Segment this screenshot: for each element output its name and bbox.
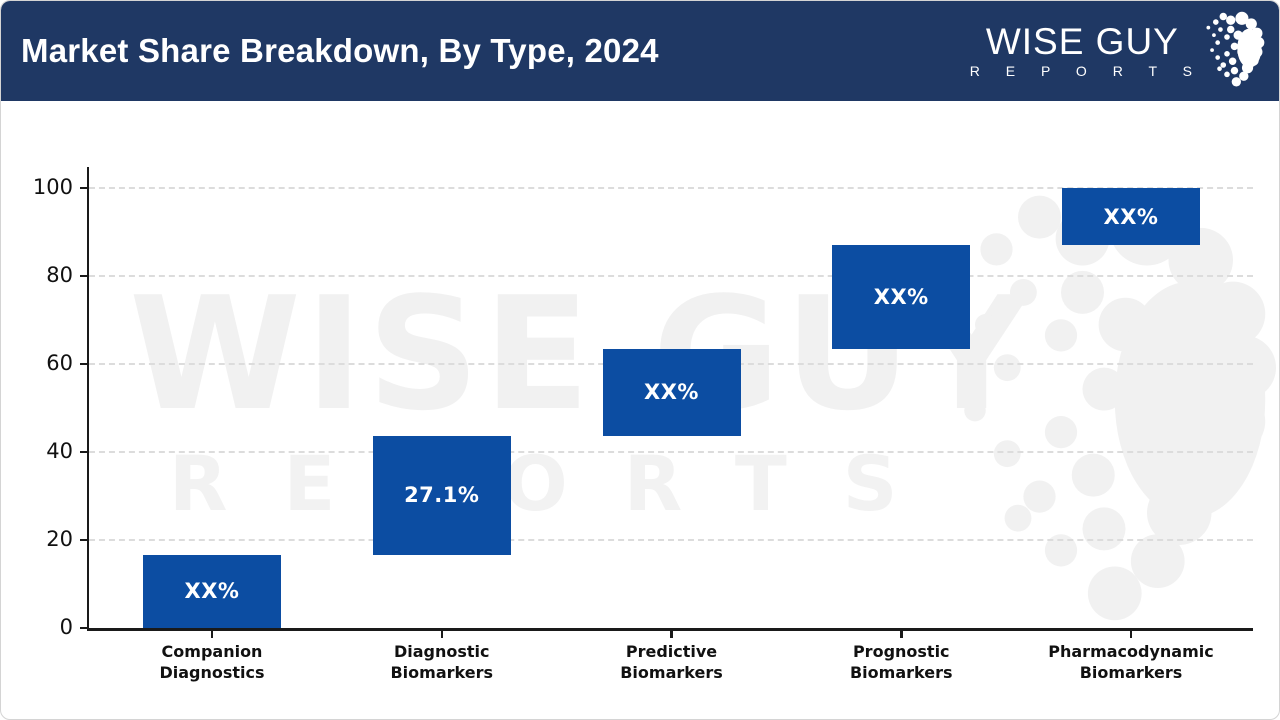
logo-head-icon xyxy=(1206,11,1265,87)
x-tick-label: Pharmacodynamic Biomarkers xyxy=(1048,642,1214,682)
bar-value-label: 27.1% xyxy=(404,483,480,508)
y-axis-tick xyxy=(80,362,89,366)
brand-subtitle: R E P O R T S xyxy=(969,62,1203,79)
y-tick-label: 20 xyxy=(46,527,73,551)
y-axis-tick xyxy=(80,186,89,190)
y-axis-tick xyxy=(80,538,89,542)
y-axis-tick xyxy=(80,274,89,278)
gridline xyxy=(89,187,1253,189)
gridline xyxy=(89,451,1253,453)
x-axis-line xyxy=(86,628,1253,631)
watermark-reports: REPORTS xyxy=(169,439,954,528)
bar: 27.1% xyxy=(372,435,511,555)
bar: XX% xyxy=(832,245,971,349)
x-tick-label: Predictive Biomarkers xyxy=(620,642,723,682)
header-bar: Market Share Breakdown, By Type, 2024 WI… xyxy=(1,1,1279,101)
brand-logo: WISE GUY R E P O R T S xyxy=(962,9,1265,93)
y-tick-label: 100 xyxy=(32,175,73,199)
watermark-head-icon xyxy=(942,190,1276,621)
x-tick-label: Companion Diagnostics xyxy=(159,642,265,682)
bar-value-label: XX% xyxy=(644,380,699,405)
brand-name: WISE GUY xyxy=(985,21,1179,63)
bar: XX% xyxy=(143,554,281,628)
brand-wordmark: WISE GUY R E P O R T S xyxy=(962,21,1203,79)
y-axis-line xyxy=(86,167,89,631)
y-tick-label: 40 xyxy=(46,439,73,463)
gridline xyxy=(89,275,1253,277)
x-axis-tick xyxy=(670,629,673,638)
y-axis-tick xyxy=(80,626,89,630)
y-axis-tick xyxy=(80,450,89,454)
bar: XX% xyxy=(602,348,741,436)
bar-value-label: XX% xyxy=(1103,204,1159,229)
y-tick-label: 0 xyxy=(59,615,73,639)
x-tick-label: Prognostic Biomarkers xyxy=(849,642,953,682)
y-tick-label: 60 xyxy=(46,351,73,375)
bar-value-label: XX% xyxy=(184,579,240,604)
gridline xyxy=(89,539,1253,541)
x-axis-tick xyxy=(900,629,903,638)
x-axis-tick xyxy=(210,629,214,638)
bar-value-label: XX% xyxy=(873,284,929,309)
bar: XX% xyxy=(1062,188,1200,246)
x-axis-tick xyxy=(1129,629,1133,638)
x-axis-tick xyxy=(440,629,443,638)
chart-title: Market Share Breakdown, By Type, 2024 xyxy=(21,32,659,69)
y-tick-label: 80 xyxy=(46,263,73,287)
x-tick-label: Diagnostic Biomarkers xyxy=(390,642,493,682)
